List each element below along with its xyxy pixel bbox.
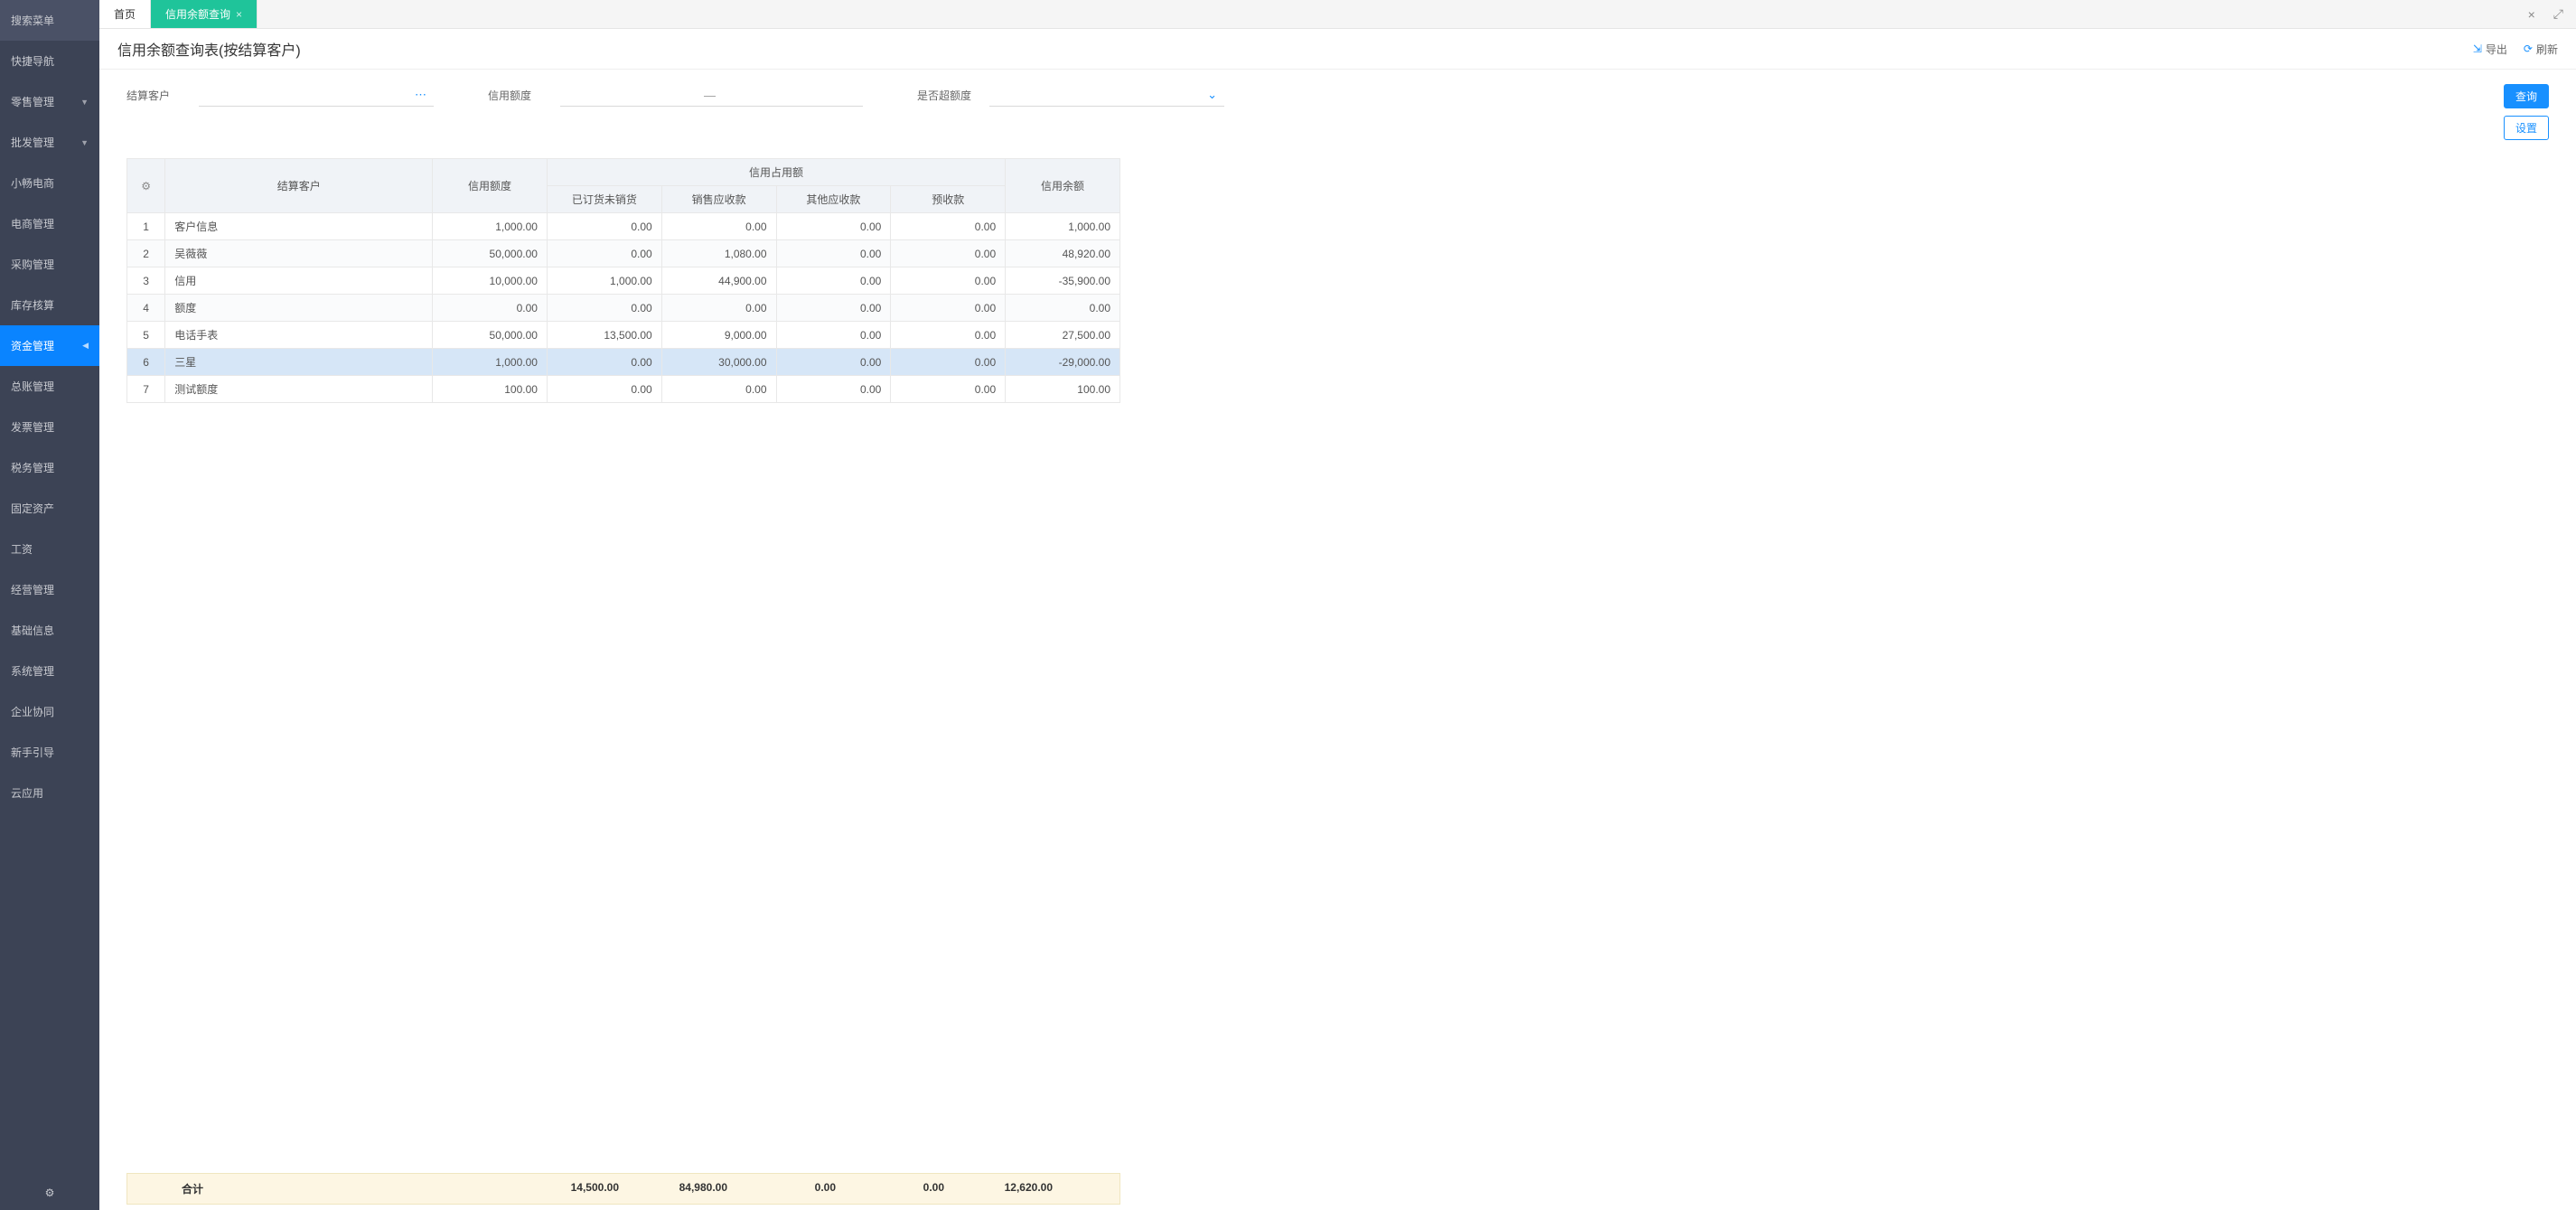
sidebar-item-2[interactable]: 零售管理 ▼ [0,81,99,122]
table-row[interactable]: 4额度0.000.000.000.000.000.00 [127,295,1120,322]
footer-other: 0.00 [736,1174,845,1204]
refresh-button[interactable]: ⟳ 刷新 [2524,42,2558,57]
exceed-select[interactable] [989,89,1204,101]
sidebar-item-14[interactable]: 经营管理 [0,569,99,610]
col-prepay: 预收款 [891,186,1006,213]
table-settings-icon[interactable]: ⚙ [127,159,165,213]
footer-total: 合计 14,500.00 84,980.00 0.00 0.00 12,620.… [126,1173,1120,1205]
sidebar: 搜索菜单快捷导航零售管理 ▼ 批发管理 ▼ 小畅电商电商管理采购管理库存核算资金管理 ◀ 总… [0,0,99,1210]
sidebar-item-label: 企业协同 [11,704,54,719]
close-icon[interactable]: × [236,8,242,21]
sidebar-item-label: 总账管理 [11,379,54,394]
chevron-down-icon: ▼ [80,138,89,147]
sidebar-item-label: 系统管理 [11,663,54,679]
export-icon: ⇲ [2473,42,2482,55]
gear-icon: ⚙ [45,1187,55,1199]
sidebar-item-label: 采购管理 [11,257,54,272]
sidebar-item-label: 工资 [11,541,33,557]
search-button[interactable]: 查询 [2504,84,2549,108]
sidebar-item-9[interactable]: 总账管理 [0,366,99,407]
col-credit-limit: 信用额度 [433,159,548,213]
sidebar-item-label: 基础信息 [11,623,54,638]
sidebar-item-label: 资金管理 [11,338,54,353]
footer-label: 合计 [127,1174,411,1204]
sidebar-item-15[interactable]: 基础信息 [0,610,99,651]
range-separator: — [700,89,719,102]
settings-button[interactable]: 设置 [2504,116,2549,140]
sidebar-item-11[interactable]: 税务管理 [0,447,99,488]
customer-picker-icon[interactable]: ⋯ [411,88,430,102]
footer-balance: 12,620.00 [953,1174,1062,1204]
tab-0[interactable]: 首页 [99,0,151,28]
customer-input[interactable] [199,89,411,101]
sidebar-item-label: 批发管理 [11,135,54,150]
sidebar-item-label: 经营管理 [11,582,54,597]
filter-bar: 结算客户 ⋯ 信用额度 — 是否超额度 [99,70,2576,149]
table-row[interactable]: 2吴薇薇50,000.000.001,080.000.000.0048,920.… [127,240,1120,267]
footer-sales: 84,980.00 [628,1174,736,1204]
export-button[interactable]: ⇲ 导出 [2473,42,2507,57]
col-customer: 结算客户 [165,159,433,213]
data-table: ⚙ 结算客户 信用额度 信用占用额 信用余额 已订货未销货 销售应收款 其他应收… [126,158,1120,403]
sidebar-item-label: 税务管理 [11,460,54,475]
sidebar-item-label: 快捷导航 [11,53,54,69]
sidebar-item-label: 固定资产 [11,501,54,516]
sidebar-item-19[interactable]: 云应用 [0,773,99,813]
col-credit-balance: 信用余额 [1006,159,1120,213]
sidebar-item-label: 搜索菜单 [11,13,54,28]
footer-ordered: 14,500.00 [520,1174,628,1204]
sidebar-item-12[interactable]: 固定资产 [0,488,99,529]
sidebar-item-1[interactable]: 快捷导航 [0,41,99,81]
sidebar-item-13[interactable]: 工资 [0,529,99,569]
settings-gear[interactable]: ⚙ [0,1176,99,1210]
close-all-icon[interactable]: × [2523,5,2541,23]
sidebar-item-label: 新手引导 [11,745,54,760]
page-header: 信用余额查询表(按结算客户) ⇲ 导出 ⟳ 刷新 [99,29,2576,70]
sidebar-item-4[interactable]: 小畅电商 [0,163,99,203]
col-other: 其他应收款 [776,186,891,213]
filter-customer: 结算客户 ⋯ [126,84,434,107]
table-row[interactable]: 3信用10,000.001,000.0044,900.000.000.00-35… [127,267,1120,295]
chevron-down-icon[interactable]: ⌄ [1204,88,1221,102]
tab-label: 信用余额查询 [165,6,230,22]
sidebar-item-8[interactable]: 资金管理 ◀ [0,325,99,366]
sidebar-item-3[interactable]: 批发管理 ▼ [0,122,99,163]
sidebar-item-label: 电商管理 [11,216,54,231]
table-row[interactable]: 7测试额度100.000.000.000.000.00100.00 [127,376,1120,403]
credit-from-input[interactable] [560,89,700,101]
col-sales: 销售应收款 [661,186,776,213]
page-title: 信用余额查询表(按结算客户) [117,38,301,60]
chevron-down-icon: ▼ [80,98,89,107]
sidebar-item-label: 云应用 [11,785,43,801]
table-row[interactable]: 1客户信息1,000.000.000.000.000.001,000.00 [127,213,1120,240]
chevron-left-icon: ◀ [82,341,89,351]
tab-label: 首页 [114,6,136,22]
sidebar-item-7[interactable]: 库存核算 [0,285,99,325]
expand-icon[interactable]: ⤢ [2548,5,2569,23]
sidebar-item-label: 库存核算 [11,297,54,313]
tab-1[interactable]: 信用余额查询 × [151,0,258,28]
credit-to-input[interactable] [719,89,859,101]
filter-exceed: 是否超额度 ⌄ [917,84,1224,107]
sidebar-item-5[interactable]: 电商管理 [0,203,99,244]
table-row[interactable]: 5电话手表50,000.0013,500.009,000.000.000.002… [127,322,1120,349]
sidebar-item-6[interactable]: 采购管理 [0,244,99,285]
sidebar-item-label: 发票管理 [11,419,54,435]
sidebar-item-0[interactable]: 搜索菜单 [0,0,99,41]
sidebar-item-18[interactable]: 新手引导 [0,732,99,773]
sidebar-item-label: 零售管理 [11,94,54,109]
tabs-bar: 首页 信用余额查询 × × ⤢ [99,0,2576,29]
col-ordered: 已订货未销货 [547,186,661,213]
sidebar-item-10[interactable]: 发票管理 [0,407,99,447]
col-occupied-group: 信用占用额 [547,159,1005,186]
table-row[interactable]: 6三星1,000.000.0030,000.000.000.00-29,000.… [127,349,1120,376]
sidebar-item-17[interactable]: 企业协同 [0,691,99,732]
footer-prepay: 0.00 [845,1174,953,1204]
filter-credit: 信用额度 — [488,84,863,107]
sidebar-item-16[interactable]: 系统管理 [0,651,99,691]
refresh-icon: ⟳ [2524,42,2533,55]
sidebar-item-label: 小畅电商 [11,175,54,191]
